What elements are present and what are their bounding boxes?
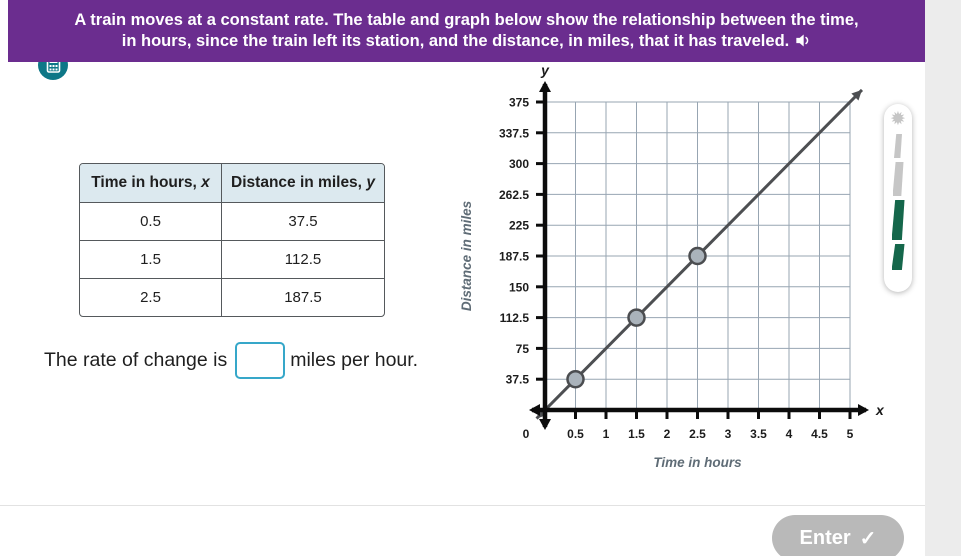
- svg-text:Distance in miles: Distance in miles: [459, 200, 474, 311]
- data-points: [566, 246, 707, 389]
- distance-time-graph: 0 0.5 1 1.5 2 2.5 3 3.5 4 4.5 5 37.5 75 112.5 150 187.5…: [459, 62, 885, 470]
- rate-sentence: The rate of change is miles per hour.: [44, 340, 418, 380]
- table-cell-time: 0.5: [80, 202, 222, 241]
- svg-text:4.5: 4.5: [811, 427, 828, 441]
- star-icon: ✹: [890, 109, 906, 130]
- check-icon: ✓: [859, 527, 877, 550]
- svg-text:0: 0: [523, 427, 530, 441]
- svg-text:Time in hours: Time in hours: [653, 455, 742, 470]
- rate-sentence-prefix: The rate of change is: [44, 348, 228, 371]
- data-point: [566, 369, 585, 389]
- svg-text:1: 1: [603, 427, 610, 441]
- time-distance-table: Time in hours, x Distance in miles, y 0.…: [79, 163, 385, 317]
- right-panel: [925, 0, 961, 556]
- speaker-icon[interactable]: [795, 33, 811, 48]
- progress-meter: ✹: [884, 104, 912, 292]
- svg-text:187.5: 187.5: [499, 250, 529, 264]
- enter-button-label: Enter: [799, 526, 851, 549]
- svg-text:337.5: 337.5: [499, 126, 529, 140]
- svg-text:262.5: 262.5: [499, 188, 529, 202]
- svg-text:2: 2: [664, 427, 671, 441]
- svg-text:300: 300: [509, 157, 529, 171]
- svg-text:112.5: 112.5: [500, 311, 530, 325]
- table-row: 1.5 112.5: [80, 240, 384, 279]
- svg-text:0.5: 0.5: [567, 427, 584, 441]
- progress-segment: [891, 244, 905, 270]
- question-text-line2: in hours, since the train left its stati…: [8, 31, 925, 52]
- table-cell-time: 1.5: [80, 240, 222, 279]
- rate-answer-input[interactable]: [235, 341, 286, 379]
- question-banner: A train moves at a constant rate. The ta…: [8, 0, 925, 62]
- svg-text:75: 75: [516, 342, 530, 356]
- svg-text:375: 375: [509, 96, 529, 110]
- svg-text:4: 4: [786, 427, 793, 441]
- progress-segment: [892, 162, 904, 196]
- table-cell-distance: 112.5: [221, 240, 384, 279]
- data-point: [688, 246, 707, 266]
- tick-labels: 0 0.5 1 1.5 2 2.5 3 3.5 4 4.5 5 37.5 75 112.5 150 187.5…: [499, 96, 854, 442]
- svg-text:3.5: 3.5: [750, 427, 767, 441]
- svg-text:2.5: 2.5: [689, 427, 706, 441]
- table-cell-distance: 187.5: [221, 278, 384, 316]
- svg-text:150: 150: [509, 280, 529, 294]
- table-header-distance: Distance in miles, y: [221, 164, 384, 203]
- svg-text:37.5: 37.5: [506, 373, 530, 387]
- question-text-line1: A train moves at a constant rate. The ta…: [74, 11, 859, 29]
- table-cell-time: 2.5: [80, 278, 222, 316]
- table-row: 0.5 37.5: [80, 202, 384, 241]
- rate-sentence-suffix: miles per hour.: [290, 348, 419, 371]
- svg-text:y: y: [540, 62, 550, 78]
- progress-segment: [894, 134, 902, 158]
- svg-text:x: x: [875, 402, 885, 418]
- axis-titles: y x Time in hours Distance in miles: [459, 62, 885, 470]
- data-point: [627, 308, 646, 327]
- table-header-time: Time in hours, x: [80, 164, 222, 203]
- table-row: 2.5 187.5: [80, 278, 384, 316]
- svg-text:3: 3: [725, 427, 732, 441]
- progress-segment: [891, 200, 905, 240]
- footer-divider: [0, 505, 925, 506]
- svg-text:1.5: 1.5: [628, 427, 645, 441]
- axes: [529, 81, 869, 430]
- table-cell-distance: 37.5: [221, 202, 384, 241]
- svg-text:5: 5: [847, 427, 854, 441]
- svg-text:225: 225: [509, 219, 529, 233]
- enter-button[interactable]: Enter ✓: [772, 515, 904, 556]
